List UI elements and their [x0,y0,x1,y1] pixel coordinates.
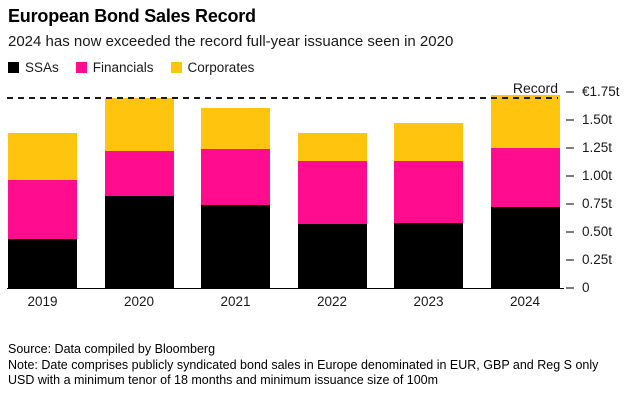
x-axis-line [7,288,564,289]
legend: SSAs Financials Corporates [8,60,254,75]
record-line-label: Record [512,79,558,96]
source-text: Source: Data compiled by Bloomberg [8,342,216,356]
bar-segment-corporates [490,95,560,148]
x-tick-label-2023: 2023 [413,294,444,309]
bar-segment-corporates [201,107,270,150]
legend-swatch-icon [170,62,182,73]
x-tick-label-2022: 2022 [316,294,348,309]
bar-segment-ssas [104,196,174,288]
y-tick-mark [566,118,574,121]
bar-2024 [490,95,560,288]
bar-segment-financials [201,149,270,206]
y-tick-label: 0.75t [582,196,613,211]
y-tick-mark [566,174,574,177]
legend-label: Financials [92,60,154,75]
record-dashed-line [7,96,558,99]
y-tick-label: 0.50t [582,224,613,239]
legend-label: Corporates [187,60,255,75]
y-tick-1.50t: 1.50t [566,112,612,127]
legend-item-corporates: Corporates [170,60,255,75]
x-tick-label-2024: 2024 [509,294,541,309]
bar-segment-ssas [201,205,270,288]
chart-plot: Record 2019 2020 2021 2022 2023 2024 0 0.25t 0.5… [0,78,640,309]
y-tick-1.25t: 1.25t [566,140,612,155]
y-tick-0.25t: 0.25t [566,252,612,267]
footer-notes: Source: Data compiled by Bloomberg Note:… [8,342,636,389]
y-tick-label: 0.25t [582,252,613,267]
bar-2023 [394,123,463,289]
y-tick-label: 1.50t [582,112,613,127]
y-tick-label: 1.25t [582,140,613,155]
x-tick-label-2019: 2019 [27,294,58,309]
y-tick-0.75t: 0.75t [566,196,612,211]
bar-segment-financials [104,151,174,197]
chart-subtitle: 2024 has now exceeded the record full-ye… [8,33,454,50]
y-tick-0: 0 [566,280,590,295]
y-tick-mark [566,258,574,261]
y-tick-1.00t: 1.00t [566,168,612,183]
bar-segment-ssas [297,224,367,288]
bar-segment-ssas [394,223,463,289]
x-tick-label-2020: 2020 [123,294,155,309]
y-tick-mark [566,146,574,149]
bar-segment-ssas [8,238,77,288]
note-text-line2: USD with a minimum tenor of 18 months an… [8,373,439,387]
legend-label: SSAs [25,60,59,75]
bar-segment-financials [8,180,77,239]
y-tick-label: 1.00t [582,168,613,183]
y-tick-mark [566,230,574,233]
legend-item-financials: Financials [75,60,154,75]
page-title: European Bond Sales Record [8,6,256,26]
bar-2022 [297,133,367,288]
bar-segment-corporates [394,123,463,162]
bar-segment-financials [394,161,463,224]
bar-segment-financials [297,161,367,225]
note-text-line1: Note: Date comprises publicly syndicated… [8,357,599,372]
bar-segment-corporates [104,97,174,152]
legend-swatch-icon [8,62,19,73]
y-tick-mark [566,202,574,205]
y-tick-label: 0 [582,280,590,295]
y-tick-€1.75t: €1.75t [566,84,620,99]
bar-segment-corporates [297,133,367,162]
y-tick-label: €1.75t [582,84,620,99]
bar-segment-ssas [490,207,560,288]
legend-item-ssas: SSAs [8,60,59,75]
bar-2020 [104,97,174,288]
y-tick-0.50t: 0.50t [566,224,612,239]
bar-2019 [8,133,77,288]
legend-swatch-icon [75,62,87,73]
y-tick-mark [566,90,574,93]
y-tick-mark [566,286,574,289]
bar-2021 [201,107,270,288]
bar-segment-corporates [8,133,77,181]
x-tick-label-2021: 2021 [220,294,251,309]
bar-segment-financials [490,147,560,208]
